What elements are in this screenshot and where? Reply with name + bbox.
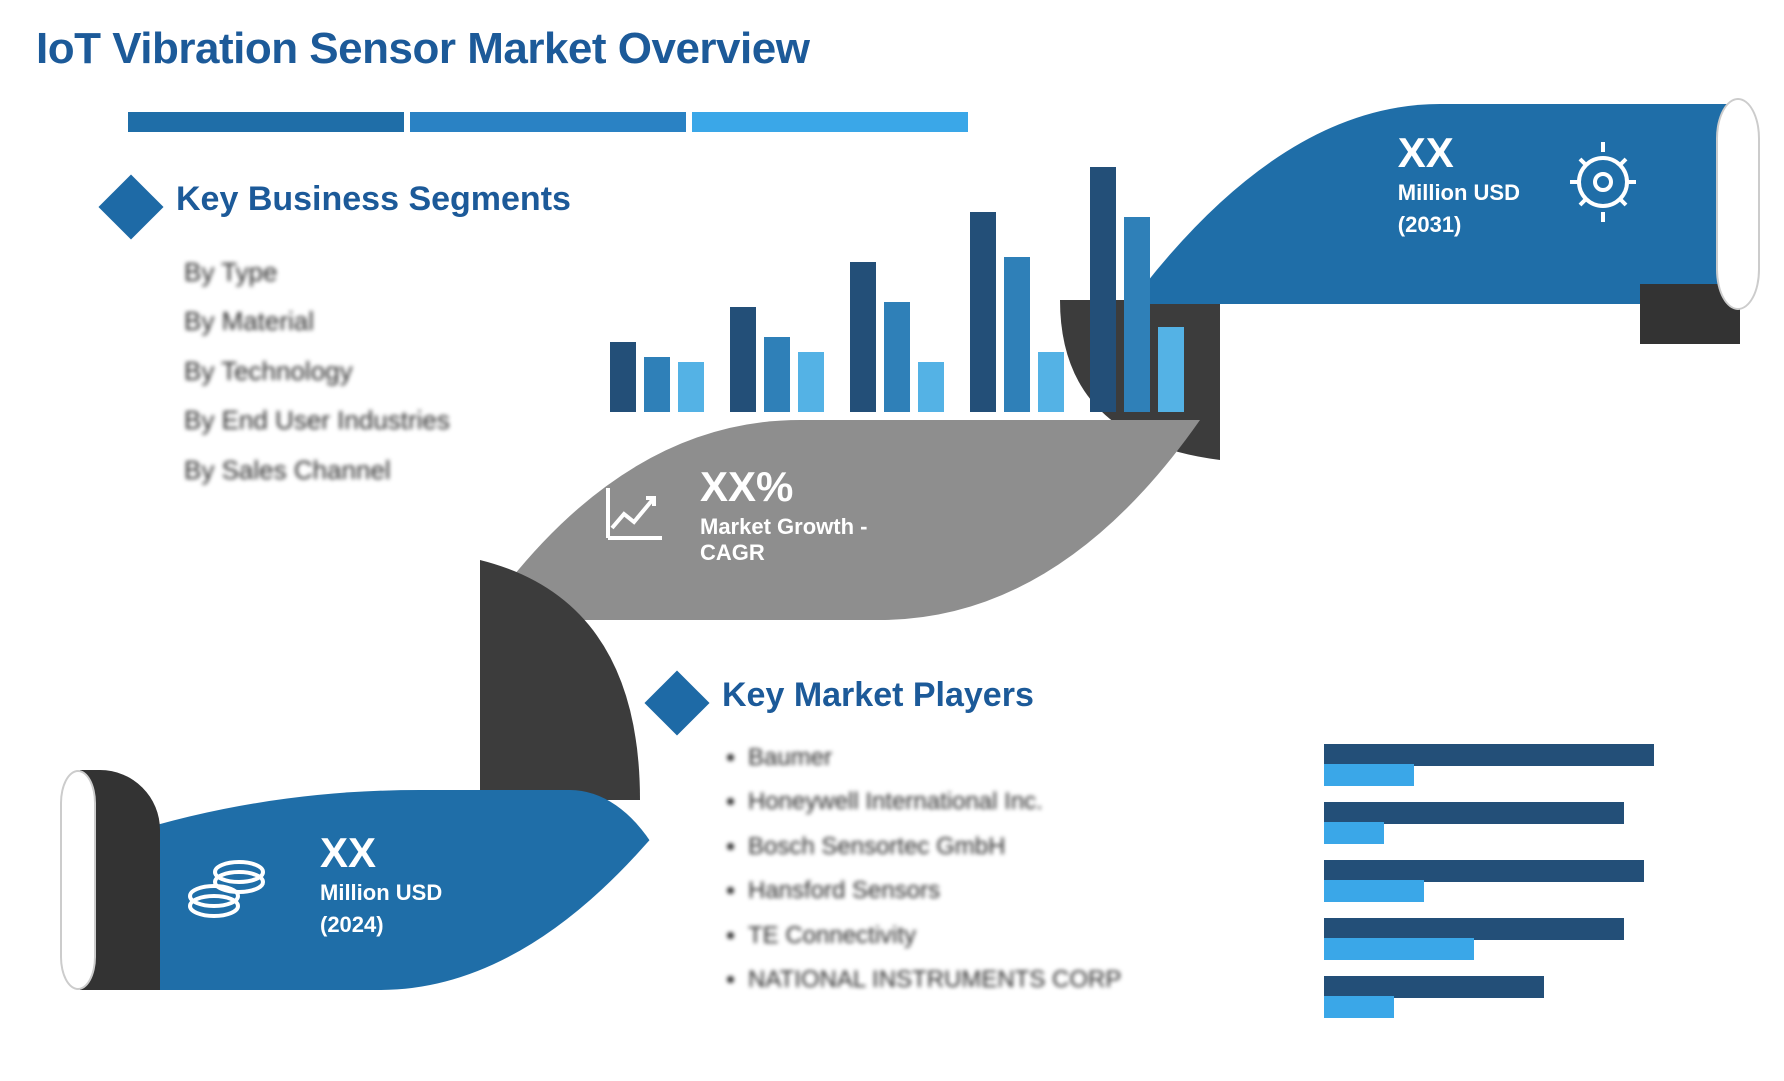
player-item: NATIONAL INSTRUMENTS CORP bbox=[748, 958, 1121, 1002]
segment-item: By End User Industries bbox=[184, 396, 450, 445]
bar bbox=[764, 337, 790, 412]
hbar bbox=[1324, 860, 1644, 882]
hbar bbox=[1324, 822, 1384, 844]
hbar bbox=[1324, 996, 1394, 1018]
bar bbox=[850, 262, 876, 412]
topbar-seg bbox=[692, 112, 968, 132]
bar bbox=[918, 362, 944, 412]
diamond-icon bbox=[644, 670, 709, 735]
bar bbox=[1038, 352, 1064, 412]
segment-item: By Material bbox=[184, 297, 450, 346]
bar bbox=[610, 342, 636, 412]
bar bbox=[1124, 217, 1150, 412]
player-item: Honeywell International Inc. bbox=[748, 780, 1121, 824]
metric-2031: XX Million USD (2031) bbox=[1398, 132, 1520, 238]
player-item: Baumer bbox=[748, 736, 1121, 780]
hbar bbox=[1324, 880, 1424, 902]
metric-year: (2024) bbox=[320, 912, 442, 938]
metric-value: XX bbox=[1398, 132, 1520, 174]
metric-value: XX% bbox=[700, 466, 900, 508]
page-title: IoT Vibration Sensor Market Overview bbox=[36, 24, 809, 74]
trend-icon bbox=[600, 480, 670, 550]
metric-unit: Million USD bbox=[1398, 180, 1520, 206]
topbar-seg bbox=[128, 112, 404, 132]
swoosh-endcap bbox=[60, 770, 96, 990]
hbar bbox=[1324, 976, 1544, 998]
coins-icon bbox=[184, 846, 274, 926]
bar bbox=[678, 362, 704, 412]
players-heading: Key Market Players bbox=[722, 676, 1034, 715]
hbar bbox=[1324, 744, 1654, 766]
bar bbox=[1090, 167, 1116, 412]
top-gradient-bar bbox=[128, 112, 968, 132]
topbar-seg bbox=[410, 112, 686, 132]
hbar bbox=[1324, 938, 1474, 960]
diamond-icon bbox=[98, 174, 163, 239]
metric-2024: XX Million USD (2024) bbox=[320, 832, 442, 938]
lightbulb-icon bbox=[1558, 136, 1648, 236]
bar bbox=[730, 307, 756, 412]
bar bbox=[644, 357, 670, 412]
bar bbox=[884, 302, 910, 412]
metric-label: Market Growth - CAGR bbox=[700, 514, 900, 566]
bar bbox=[798, 352, 824, 412]
swoosh-endcap bbox=[1716, 98, 1760, 310]
segment-item: By Type bbox=[184, 248, 450, 297]
bar bbox=[1004, 257, 1030, 412]
metric-cagr: XX% Market Growth - CAGR bbox=[700, 466, 900, 566]
right-hbar-chart bbox=[1324, 744, 1704, 1016]
segments-heading: Key Business Segments bbox=[176, 180, 571, 219]
player-item: TE Connectivity bbox=[748, 914, 1121, 958]
player-item: Bosch Sensortec GmbH bbox=[748, 825, 1121, 869]
hbar bbox=[1324, 918, 1624, 940]
player-item: Hansford Sensors bbox=[748, 869, 1121, 913]
bar bbox=[970, 212, 996, 412]
bar bbox=[1158, 327, 1184, 412]
center-bar-chart bbox=[610, 148, 1040, 412]
hbar bbox=[1324, 764, 1414, 786]
segment-item: By Technology bbox=[184, 347, 450, 396]
segments-list: By Type By Material By Technology By End… bbox=[184, 248, 450, 495]
metric-year: (2031) bbox=[1398, 212, 1520, 238]
players-list: Baumer Honeywell International Inc. Bosc… bbox=[722, 736, 1121, 1002]
metric-value: XX bbox=[320, 832, 442, 874]
metric-unit: Million USD bbox=[320, 880, 442, 906]
hbar bbox=[1324, 802, 1624, 824]
segment-item: By Sales Channel bbox=[184, 446, 450, 495]
